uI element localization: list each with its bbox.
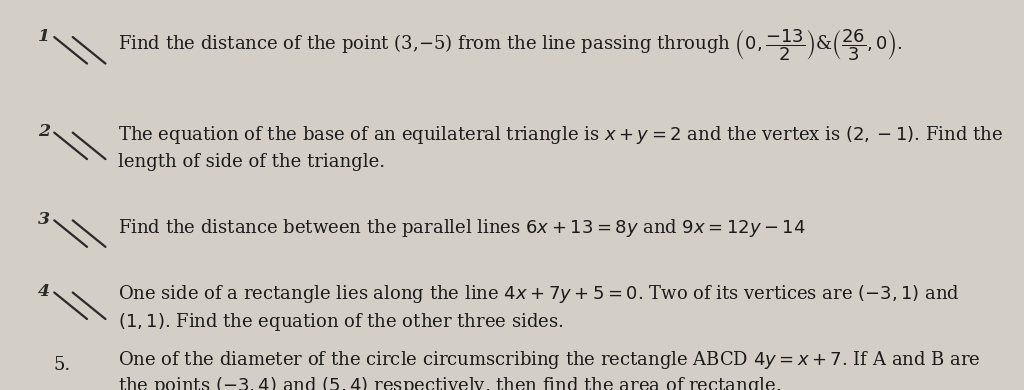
Text: One of the diameter of the circle circumscribing the rectangle ABCD $4y = x + 7$: One of the diameter of the circle circum… <box>118 349 980 370</box>
Text: The equation of the base of an equilateral triangle is $x + y = 2$ and the verte: The equation of the base of an equilater… <box>118 124 1002 145</box>
Text: 3: 3 <box>38 211 50 228</box>
Text: One side of a rectangle lies along the line $4x + 7y + 5 = 0$. Two of its vertic: One side of a rectangle lies along the l… <box>118 284 959 305</box>
Text: length of side of the triangle.: length of side of the triangle. <box>118 153 385 171</box>
Text: the points $(-3, 4)$ and $(5, 4)$ respectively, then find the area of rectangle.: the points $(-3, 4)$ and $(5, 4)$ respec… <box>118 375 781 390</box>
Text: Find the distance between the parallel lines $6x + 13 = 8y$ and $9x = 12y - 14$: Find the distance between the parallel l… <box>118 217 806 239</box>
Text: 1: 1 <box>38 28 50 45</box>
Text: $(1, 1)$. Find the equation of the other three sides.: $(1, 1)$. Find the equation of the other… <box>118 311 563 333</box>
Text: 5.: 5. <box>53 356 71 374</box>
Text: 2: 2 <box>38 123 50 140</box>
Text: 4: 4 <box>38 283 50 300</box>
Text: Find the distance of the point (3,−5) from the line passing through $\left(0,\df: Find the distance of the point (3,−5) fr… <box>118 27 903 63</box>
